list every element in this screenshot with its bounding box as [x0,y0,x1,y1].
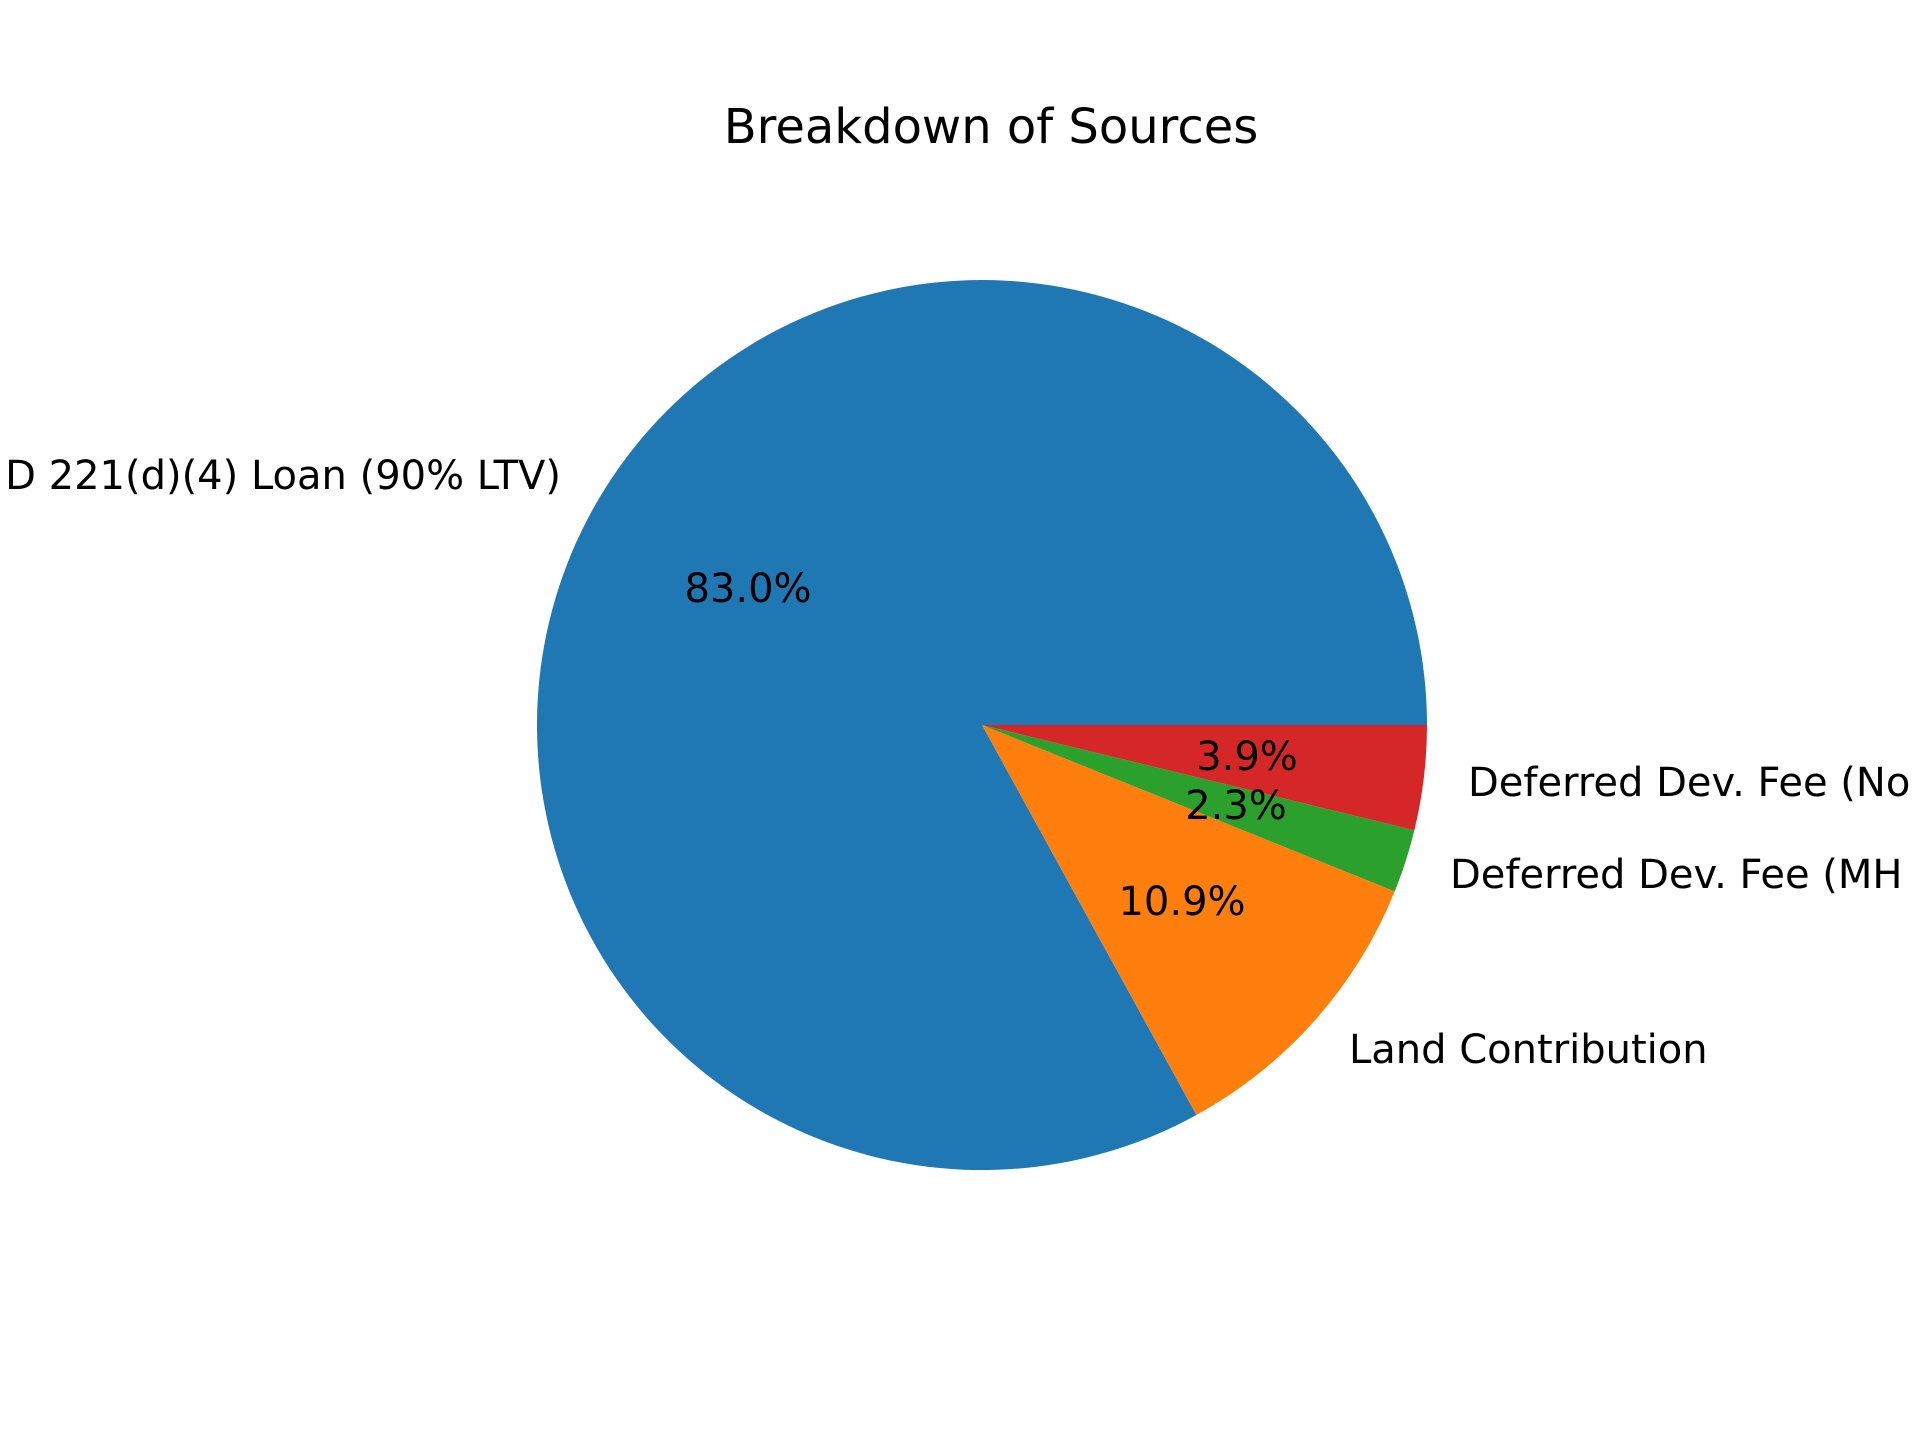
pct-label-deferred-fee-mh: 2.3% [1185,783,1287,829]
pct-label-deferred-fee-no: 3.9% [1196,734,1298,780]
slice-label-hud-loan: D 221(d)(4) Loan (90% LTV) [5,453,561,499]
pct-label-land-contribution: 10.9% [1118,879,1246,925]
slice-label-land-contribution: Land Contribution [1349,1027,1708,1073]
slice-label-deferred-fee-mh: Deferred Dev. Fee (MH [1450,852,1903,898]
pie-slice-deferred-fee-no [982,725,1427,831]
pct-label-hud-loan: 83.0% [684,566,812,612]
chart-title: Breakdown of Sources [723,99,1259,155]
pie-slice-land-contribution [982,725,1395,1115]
pie-slice-deferred-fee-mh [982,725,1415,892]
slice-label-deferred-fee-no: Deferred Dev. Fee (No [1468,760,1911,806]
pie-slice-hud-loan [536,280,1427,1171]
